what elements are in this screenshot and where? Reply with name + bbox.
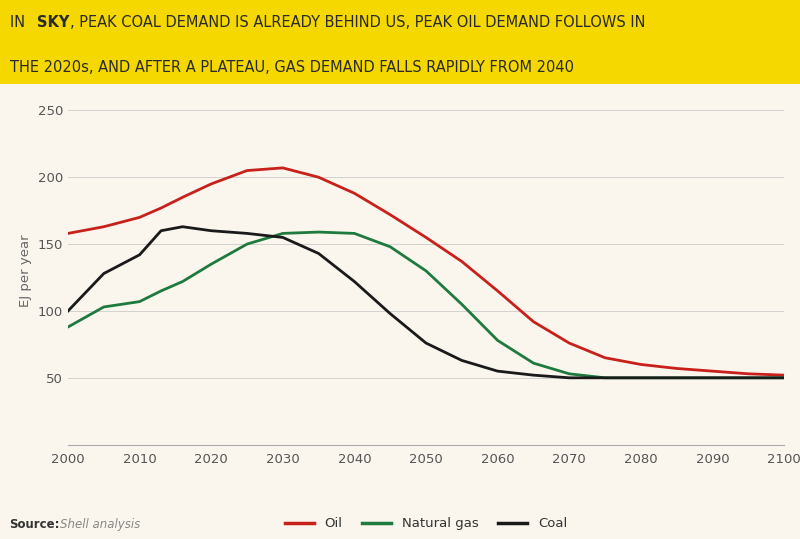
Text: , PEAK COAL DEMAND IS ALREADY BEHIND US, PEAK OIL DEMAND FOLLOWS IN: , PEAK COAL DEMAND IS ALREADY BEHIND US,… (70, 15, 645, 30)
Text: THE 2020s, AND AFTER A PLATEAU, GAS DEMAND FALLS RAPIDLY FROM 2040: THE 2020s, AND AFTER A PLATEAU, GAS DEMA… (10, 60, 574, 75)
Text: IN: IN (10, 15, 30, 30)
Legend: Oil, Natural gas, Coal: Oil, Natural gas, Coal (279, 512, 573, 535)
Text: SKY: SKY (37, 15, 69, 30)
Y-axis label: EJ per year: EJ per year (19, 234, 32, 307)
Text: Source:: Source: (10, 518, 60, 531)
Text: Shell analysis: Shell analysis (60, 518, 140, 531)
